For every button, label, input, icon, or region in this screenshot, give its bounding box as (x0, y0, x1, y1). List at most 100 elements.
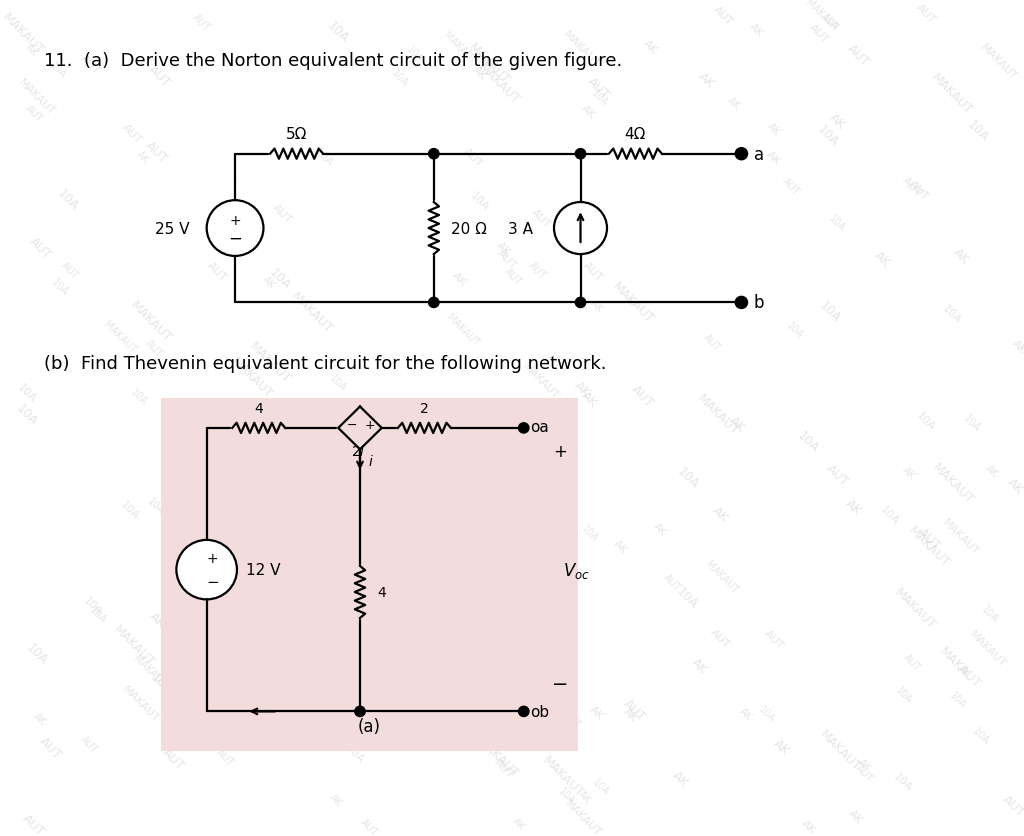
Text: AK: AK (580, 104, 597, 121)
Text: 10A: 10A (971, 725, 991, 746)
Text: AUT: AUT (461, 146, 484, 169)
Text: AK: AK (642, 38, 659, 56)
Circle shape (354, 706, 366, 716)
Text: MAKAUT: MAKAUT (561, 29, 601, 69)
Text: AK: AK (283, 698, 304, 719)
Text: 10A: 10A (894, 685, 914, 705)
Text: AUT: AUT (367, 540, 390, 563)
Text: AUT: AUT (326, 541, 347, 562)
Text: 10A: 10A (294, 441, 315, 463)
Text: MAKAUT: MAKAUT (252, 431, 298, 477)
Text: 10A: 10A (891, 770, 913, 793)
Text: AUT: AUT (662, 571, 683, 592)
Circle shape (429, 298, 439, 308)
Text: AK: AK (32, 711, 47, 727)
Circle shape (207, 201, 263, 257)
Text: AUT: AUT (585, 75, 612, 102)
Text: MAKAUT: MAKAUT (892, 584, 938, 631)
Circle shape (429, 150, 439, 160)
Text: AUT: AUT (1000, 792, 1024, 818)
Text: AUT: AUT (37, 734, 65, 762)
Text: AK: AK (168, 492, 184, 507)
Text: AK: AK (771, 736, 792, 757)
Text: MAKAUT: MAKAUT (937, 645, 983, 691)
Text: AUT: AUT (418, 524, 439, 545)
Text: AUT: AUT (807, 23, 830, 45)
Text: 10A: 10A (826, 213, 847, 233)
Text: 10A: 10A (404, 44, 425, 64)
Text: AUT: AUT (496, 247, 518, 271)
Text: AK: AK (871, 248, 893, 269)
Text: AUT: AUT (709, 627, 732, 650)
Text: AK: AK (651, 520, 668, 537)
Text: AK: AK (738, 706, 754, 721)
Text: AUT: AUT (915, 525, 943, 552)
Text: AUT: AUT (269, 611, 296, 638)
Text: AK: AK (518, 685, 535, 701)
Text: 10A: 10A (478, 406, 499, 427)
Text: AUT: AUT (78, 54, 101, 76)
Text: AUT: AUT (823, 461, 851, 488)
Text: AUT: AUT (853, 762, 874, 783)
Text: AK: AK (577, 788, 593, 805)
Text: AK: AK (495, 240, 513, 257)
Text: AK: AK (422, 499, 438, 515)
Text: 10A: 10A (87, 604, 108, 625)
Text: AUT: AUT (629, 383, 656, 410)
Text: AK: AK (847, 807, 864, 825)
Text: AUT: AUT (529, 206, 552, 230)
Text: 10A: 10A (249, 728, 269, 749)
Text: AUT: AUT (290, 512, 313, 535)
Text: MAKAUT: MAKAUT (317, 686, 354, 722)
Text: MAKAUT: MAKAUT (247, 339, 293, 385)
Text: 10A: 10A (947, 690, 968, 711)
Text: 10A: 10A (784, 320, 805, 340)
Text: AK: AK (951, 246, 972, 267)
Text: 10A: 10A (941, 303, 964, 325)
Text: AK: AK (748, 21, 765, 38)
Text: MAKAUT: MAKAUT (694, 391, 741, 438)
Text: AK: AK (827, 111, 848, 132)
Text: AUT: AUT (275, 399, 302, 426)
Text: 10A: 10A (328, 589, 350, 611)
Text: 10A: 10A (342, 598, 368, 624)
Text: AK: AK (580, 388, 600, 409)
Text: 10A: 10A (674, 584, 700, 610)
Text: AK: AK (477, 538, 495, 556)
Text: 10A: 10A (556, 785, 577, 805)
Text: AUT: AUT (160, 745, 186, 772)
Text: 10A: 10A (164, 682, 190, 709)
Text: +: + (553, 442, 566, 461)
Text: AK: AK (670, 767, 691, 788)
Text: ob: ob (530, 704, 550, 719)
Text: 5Ω: 5Ω (286, 126, 307, 141)
Text: AK: AK (1005, 476, 1024, 497)
Text: 10A: 10A (249, 670, 269, 691)
Text: 10A: 10A (328, 373, 348, 393)
Text: $2i$: $2i$ (351, 443, 366, 458)
Text: 10A: 10A (118, 499, 140, 522)
Text: MAKAUT: MAKAUT (0, 11, 45, 58)
Text: MAKAUT: MAKAUT (330, 413, 370, 453)
Text: AUT: AUT (780, 176, 802, 196)
Text: a: a (754, 145, 764, 164)
Text: AK: AK (224, 198, 241, 214)
Text: 10A: 10A (325, 19, 351, 46)
Text: MAKAUT: MAKAUT (563, 798, 603, 836)
Text: 10A: 10A (54, 186, 81, 213)
Text: MAKAUT: MAKAUT (804, 0, 840, 33)
Text: AUT: AUT (914, 2, 937, 25)
Text: 4: 4 (377, 585, 386, 599)
Circle shape (575, 298, 586, 308)
Text: AK: AK (955, 663, 972, 679)
Text: MAKAUT: MAKAUT (288, 290, 335, 336)
Text: AUT: AUT (143, 338, 164, 359)
Text: AK: AK (765, 149, 782, 166)
Text: MAKAUT: MAKAUT (128, 298, 174, 345)
Circle shape (735, 149, 748, 161)
Text: +: + (229, 213, 241, 227)
Text: AK: AK (1011, 338, 1024, 355)
Text: AK: AK (471, 64, 488, 82)
Text: MAKAUT: MAKAUT (968, 628, 1008, 668)
Text: AUT: AUT (248, 497, 269, 518)
